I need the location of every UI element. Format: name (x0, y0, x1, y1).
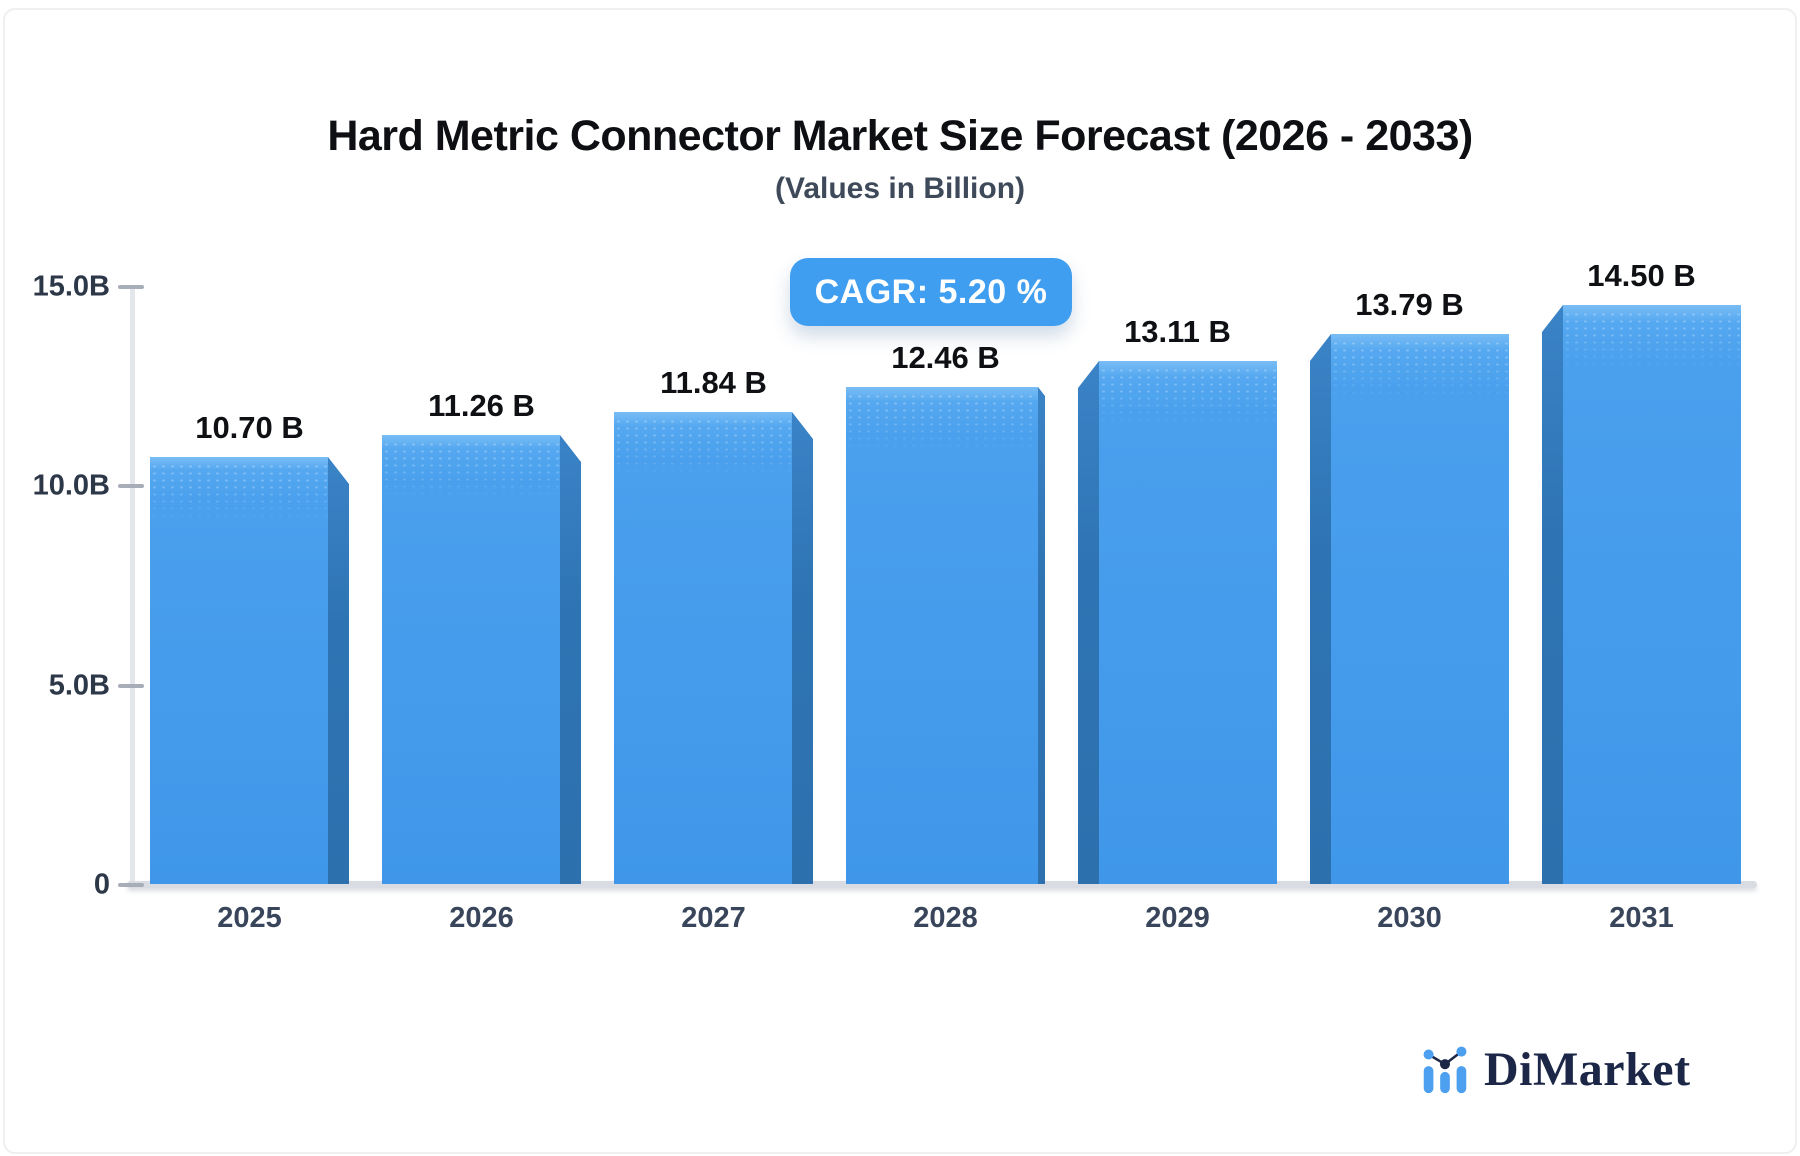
brand-logo: DiMarket (1416, 1040, 1691, 1098)
bar-top-texture (382, 441, 560, 503)
y-axis-tick-mark (118, 683, 144, 688)
bar-value-label: 11.26 B (428, 388, 535, 423)
y-axis-tick-mark (118, 484, 144, 488)
chart-title: Hard Metric Connector Market Size Foreca… (327, 112, 1473, 160)
bar-fill (1331, 334, 1509, 884)
bar-side-shade (792, 412, 813, 884)
bar-top-texture (1099, 367, 1277, 429)
bar-2029 (1078, 361, 1277, 884)
bar-side-shade (328, 457, 349, 884)
bar-2026 (382, 435, 581, 884)
bar-side-shade (1542, 305, 1563, 884)
chart-subtitle: (Values in Billion) (774, 172, 1026, 205)
bar-value-label: 10.70 B (195, 410, 304, 445)
y-axis-tick-label: 5.0B (48, 669, 110, 701)
bar-fill (1099, 361, 1277, 884)
bar-value-label: 13.11 B (1124, 314, 1231, 349)
bar-fill (614, 412, 792, 884)
bar-top-texture (1563, 311, 1741, 373)
dimarket-logo-icon (1423, 1046, 1467, 1094)
bar-top-texture (614, 418, 792, 480)
bar-2025 (150, 457, 349, 884)
bar-fill (1563, 305, 1741, 884)
x-axis-baseline (127, 881, 1757, 888)
bar-fill (150, 457, 328, 884)
bar-value-label: 11.84 B (660, 365, 767, 400)
bar-fill (382, 435, 560, 884)
x-axis-label: 2026 (449, 902, 514, 934)
y-axis-line (130, 287, 135, 884)
bar-side-shade (1078, 361, 1099, 884)
bar-fill (846, 387, 1038, 884)
x-axis-label: 2028 (913, 902, 978, 934)
x-axis-label: 2029 (1145, 902, 1210, 934)
y-axis-tick-mark (118, 284, 144, 289)
bar-side-shade (560, 435, 581, 884)
y-axis-tick-mark (118, 883, 144, 887)
bar-top-texture (846, 393, 1038, 455)
bar-side-shade (1310, 334, 1331, 884)
bar-value-label: 12.46 B (891, 340, 1000, 375)
bar-2031 (1542, 305, 1741, 884)
x-axis-label: 2025 (217, 902, 282, 934)
bar-value-label: 14.50 B (1587, 258, 1696, 293)
cagr-badge-label: CAGR: 5.20 % (814, 272, 1048, 311)
brand-name: DiMarket (1484, 1042, 1691, 1096)
bar-value-label: 13.79 B (1355, 287, 1464, 322)
bar-2030 (1310, 334, 1509, 884)
x-axis-label: 2027 (681, 902, 746, 934)
bar-side-shade (1038, 387, 1045, 884)
y-axis-tick-label: 0 (93, 868, 110, 901)
x-axis-label: 2031 (1609, 902, 1674, 934)
y-axis-tick-label: 10.0B (32, 469, 110, 502)
bar-2028 (846, 387, 1045, 884)
x-axis-label: 2030 (1377, 902, 1442, 934)
y-axis-tick-label: 15.0B (32, 270, 110, 302)
bar-top-texture (1331, 340, 1509, 402)
cagr-badge: CAGR: 5.20 % (790, 258, 1072, 326)
bar-2027 (614, 412, 813, 884)
bar-top-texture (150, 463, 328, 525)
